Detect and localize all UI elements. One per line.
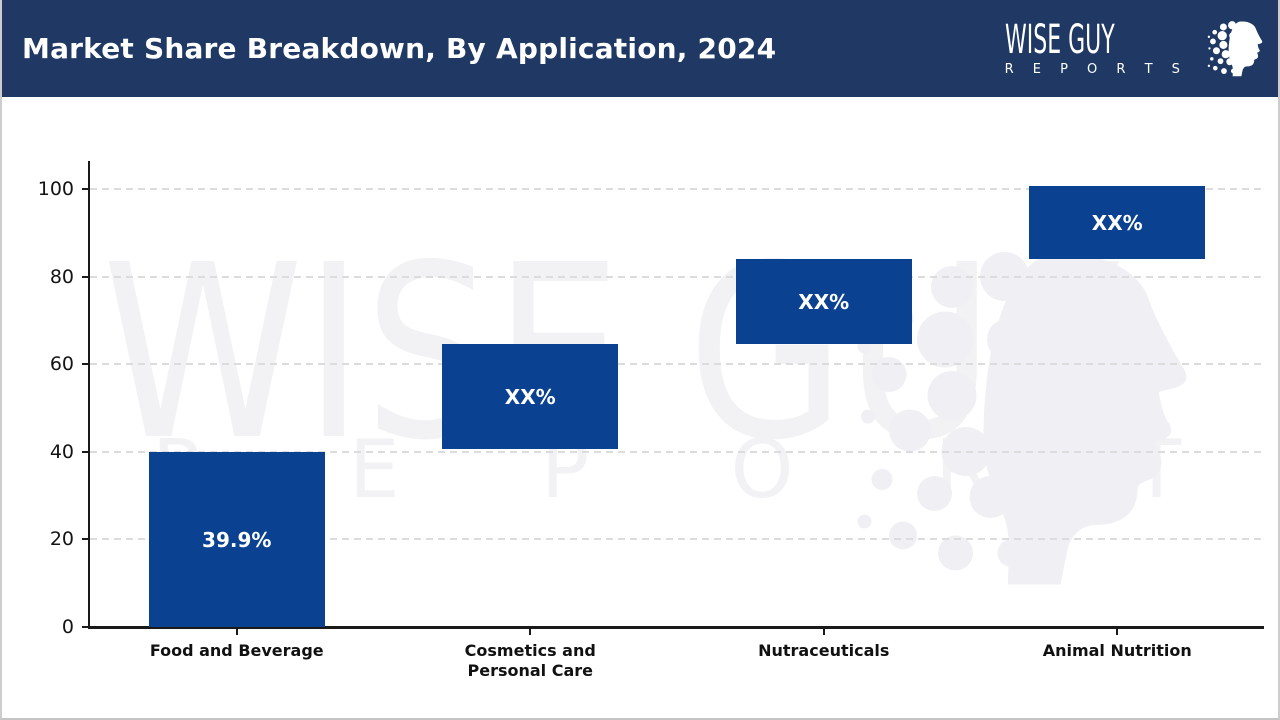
bar-value-label: 39.9%: [202, 527, 272, 552]
logo-face-icon: [1206, 7, 1264, 91]
y-tick-mark: [82, 538, 90, 541]
y-tick-label: 60: [49, 353, 74, 376]
y-tick-mark: [82, 450, 90, 453]
logo-wordmark: WISE GUY: [1004, 17, 1115, 63]
bar-value-label: XX%: [1091, 210, 1143, 235]
y-tick-mark: [82, 363, 90, 366]
bar: XX%: [735, 259, 912, 345]
chart-title: Market Share Breakdown, By Application, …: [22, 32, 777, 65]
chart-area: 0 20 40 60 80 100 39.9% Food and Beverage XX% Cos…: [2, 97, 1280, 720]
logo-subtext: R E P O R T S: [1004, 62, 1188, 77]
y-tick-mark: [82, 626, 90, 628]
bar-value-label: XX%: [798, 289, 850, 314]
y-gridline: [90, 450, 1264, 453]
y-axis-line: [88, 161, 90, 629]
wiseguy-logo: WISE GUY R E P O R T S: [1005, 7, 1264, 91]
x-tick-label: Animal Nutrition: [1042, 641, 1192, 660]
bar-value-label: XX%: [504, 384, 556, 409]
y-tick-mark: [82, 188, 90, 190]
x-tick-label: Food and Beverage: [149, 641, 324, 660]
y-gridline: [90, 188, 1264, 190]
header-bar: Market Share Breakdown, By Application, …: [2, 0, 1278, 97]
y-tick-label: 20: [49, 528, 74, 551]
x-tick-mark: [235, 627, 238, 635]
y-tick-label: 100: [37, 178, 74, 200]
bar: XX%: [442, 344, 619, 450]
y-tick-label: 0: [61, 616, 74, 638]
x-tick-mark: [1116, 627, 1119, 635]
y-gridline: [90, 538, 1264, 541]
y-tick-label: 80: [49, 265, 74, 288]
y-gridline: [90, 363, 1264, 366]
bar: XX%: [1029, 186, 1206, 260]
x-tick-label: Nutraceuticals: [758, 641, 890, 660]
logo-text: WISE GUY R E P O R T S: [1005, 20, 1204, 77]
bar: 39.9%: [148, 452, 325, 627]
x-tick-label: Cosmetics and Personal Care: [464, 641, 596, 680]
y-gridline: [90, 275, 1264, 278]
x-axis-line: [88, 626, 1264, 629]
x-tick-mark: [529, 627, 532, 635]
y-tick-mark: [82, 275, 90, 278]
x-tick-mark: [822, 627, 825, 635]
y-tick-label: 40: [49, 440, 74, 463]
